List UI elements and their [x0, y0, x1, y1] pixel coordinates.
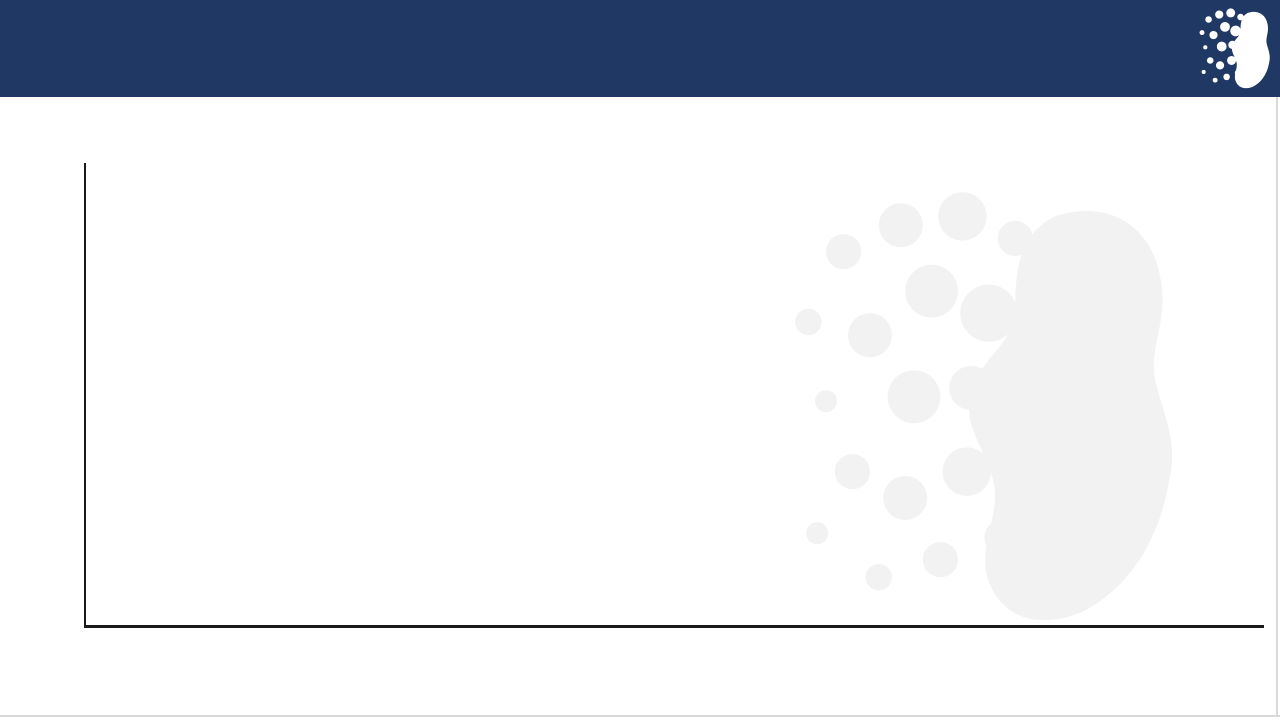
logo	[1022, 8, 1272, 92]
y-axis-line	[84, 163, 86, 627]
header-bar	[0, 0, 1280, 97]
x-axis-line	[84, 625, 1264, 628]
right-border-line	[1276, 97, 1278, 715]
bottom-border-line	[0, 715, 1280, 717]
face-dots-icon	[1199, 8, 1270, 89]
logo-text	[1022, 22, 1207, 24]
watermark-face-dots-graphic	[795, 192, 1173, 621]
